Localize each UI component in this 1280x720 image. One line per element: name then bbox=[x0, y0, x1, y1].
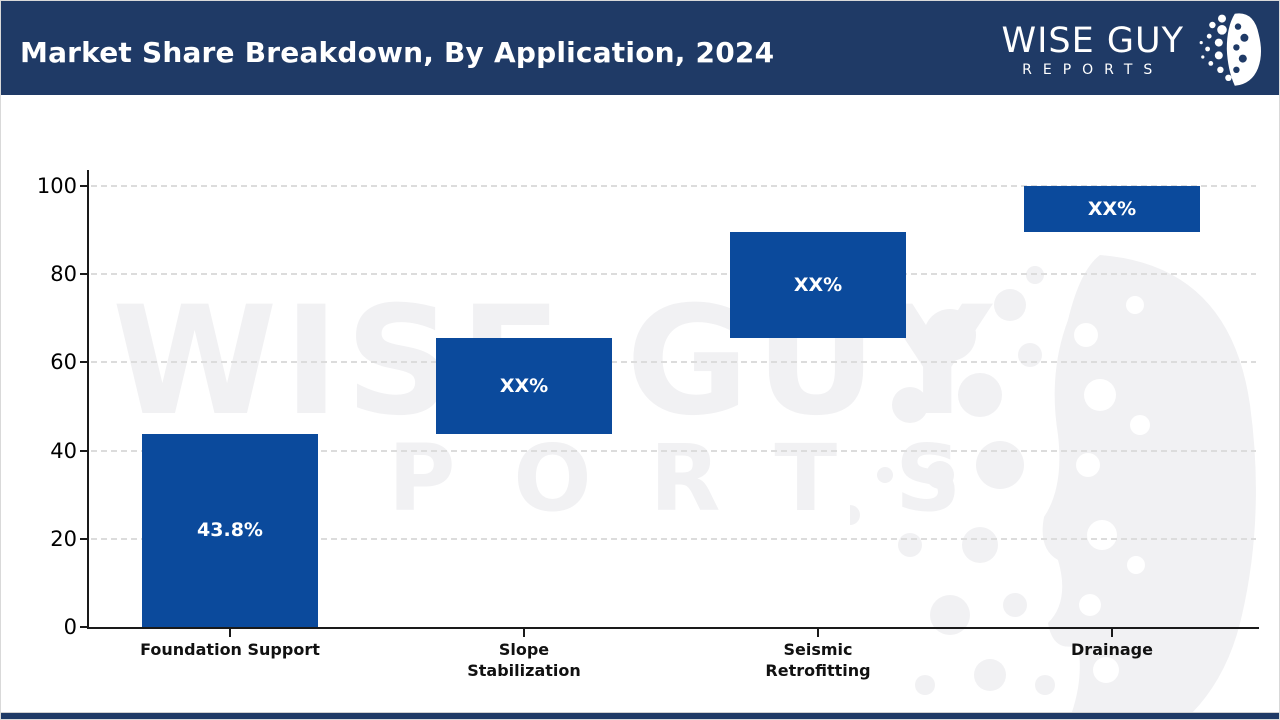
category-label-line: Foundation Support bbox=[140, 640, 320, 659]
logo-text: WISE GUY REPORTS bbox=[1001, 22, 1184, 78]
footer-bar bbox=[0, 712, 1280, 720]
category-label-line: Retrofitting bbox=[765, 661, 871, 680]
chart-title: Market Share Breakdown, By Application, … bbox=[20, 36, 775, 69]
x-axis-category-label-slope-stabilization: Slope Stabilization bbox=[394, 639, 654, 681]
x-axis-category-label-seismic-retrofitting: Seismic Retrofitting bbox=[688, 639, 948, 681]
y-tick-mark bbox=[80, 361, 88, 364]
logo-face-icon bbox=[1199, 13, 1262, 86]
bar-drainage bbox=[1024, 186, 1200, 232]
y-axis-tick-label: 0 bbox=[63, 615, 77, 639]
x-tick-mark bbox=[229, 629, 231, 637]
x-tick-mark bbox=[1111, 629, 1113, 637]
bar-foundation-support bbox=[142, 433, 318, 627]
gridline-100 bbox=[91, 185, 1256, 187]
x-axis-category-label-foundation-support: Foundation Support bbox=[100, 639, 360, 660]
y-axis-tick-label: 20 bbox=[50, 526, 77, 551]
x-tick-mark bbox=[523, 629, 525, 637]
logo-wise-guy-text: WISE GUY bbox=[1001, 21, 1184, 61]
gridline-80 bbox=[91, 273, 1256, 276]
watermark-face-icon bbox=[850, 255, 1256, 713]
category-label-line: Stabilization bbox=[467, 661, 581, 680]
bar-value-label-seismic-retrofitting: XX% bbox=[793, 273, 843, 296]
x-tick-mark bbox=[817, 629, 819, 637]
gridline-40 bbox=[91, 449, 1256, 452]
bar-slope-stabilization bbox=[436, 337, 612, 434]
y-axis-tick-label: 100 bbox=[36, 174, 77, 198]
category-label-line: Slope bbox=[498, 640, 550, 659]
logo-reports-text: REPORTS bbox=[1022, 62, 1164, 78]
category-label-line: Drainage bbox=[1071, 640, 1153, 659]
y-tick-mark bbox=[80, 273, 88, 276]
gridline-60 bbox=[91, 361, 1256, 364]
wise-guy-reports-logo: WISE GUY REPORTS bbox=[1001, 8, 1262, 88]
y-axis-tick-label: 60 bbox=[50, 350, 77, 375]
y-tick-mark bbox=[80, 185, 88, 187]
y-axis-tick-label: 40 bbox=[50, 438, 77, 463]
y-tick-mark bbox=[80, 626, 88, 628]
y-tick-mark bbox=[80, 537, 88, 540]
watermark-ports-text: PORTS bbox=[388, 425, 1020, 532]
header-bar: Market Share Breakdown, By Application, … bbox=[0, 0, 1280, 95]
y-tick-mark bbox=[80, 449, 88, 452]
y-axis-tick-label: 80 bbox=[50, 262, 77, 287]
bar-value-label-drainage: XX% bbox=[1087, 197, 1137, 220]
bar-value-label-foundation-support: 43.8% bbox=[197, 519, 263, 542]
category-label-line: Seismic bbox=[783, 640, 853, 659]
bar-seismic-retrofitting bbox=[730, 231, 906, 338]
bar-value-label-slope-stabilization: XX% bbox=[499, 374, 549, 397]
x-axis-category-label-drainage: Drainage bbox=[982, 639, 1242, 660]
gridline-20 bbox=[91, 537, 1256, 540]
y-axis bbox=[87, 170, 89, 629]
x-axis bbox=[87, 627, 1259, 629]
